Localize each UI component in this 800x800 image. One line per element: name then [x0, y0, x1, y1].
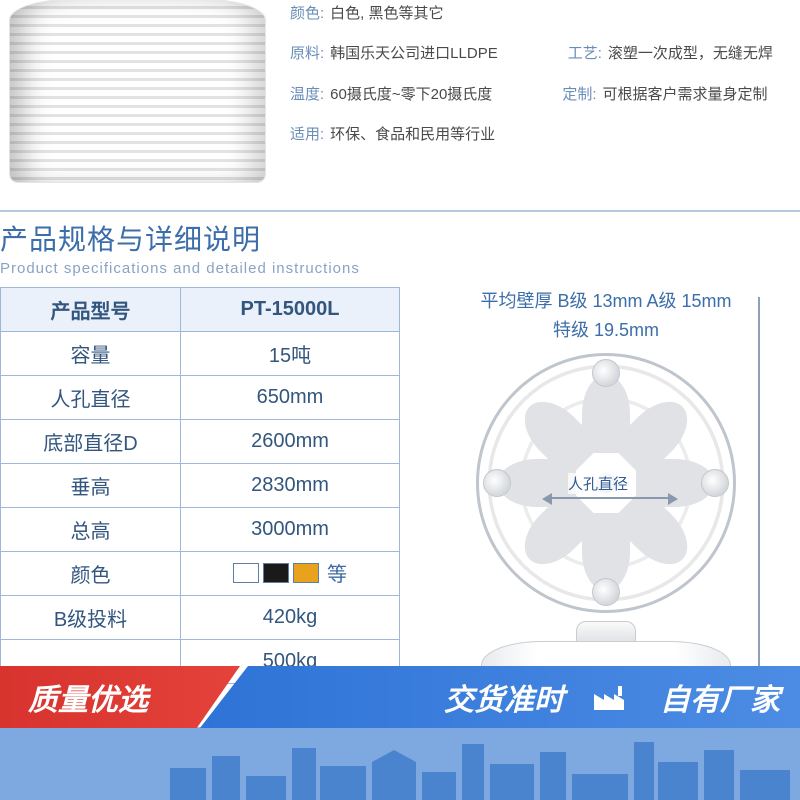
section-title-zh: 产品规格与详细说明 [0, 218, 800, 258]
spec-val: 2830mm [181, 464, 400, 508]
section-header: 产品规格与详细说明 Product specifications and det… [0, 210, 800, 277]
spec-key: 产品型号 [1, 288, 181, 332]
desc-row: 温度: 60摄氏度~零下20摄氏度 定制: 可根据客户需求量身定制 [290, 85, 800, 105]
factory-icon [592, 682, 626, 712]
desc-row: 颜色: 白色, 黑色等其它 [290, 4, 800, 24]
desc-value: 滚塑一次成型，无缝无焊 [608, 44, 773, 64]
manhole-arrow [550, 497, 670, 499]
spec-val: 650mm [181, 376, 400, 420]
spec-val: 420kg [181, 596, 400, 640]
spec-key: 容量 [1, 332, 181, 376]
spec-key: 总高 [1, 508, 181, 552]
desc-label: 工艺: [568, 44, 602, 64]
spec-val: PT-15000L [181, 288, 400, 332]
desc-value: 白色, 黑色等其它 [330, 4, 443, 24]
side-view-lid [576, 621, 636, 643]
main-area: 产品型号PT-15000L容量15吨人孔直径650mm底部直径D2600mm垂高… [0, 287, 800, 727]
desc-row: 适用: 环保、食品和民用等行业 [290, 125, 800, 145]
desc-label: 定制: [562, 85, 596, 105]
desc-item: 温度: 60摄氏度~零下20摄氏度 [290, 85, 492, 105]
manhole-label: 人孔直径 [568, 473, 628, 494]
product-photo [0, 0, 290, 185]
banner-delivery-text: 交货准时 [444, 675, 564, 719]
desc-label: 温度: [290, 85, 324, 105]
tank-illustration [10, 0, 265, 182]
desc-label: 适用: [290, 125, 324, 145]
color-swatch [233, 563, 259, 583]
desc-item: 适用: 环保、食品和民用等行业 [290, 125, 495, 145]
diagram-panel: 平均壁厚 B级 13mm A级 15mm 特级 19.5mm 人孔直径 总高 [412, 287, 800, 727]
banner-delivery-factory: 交货准时 自有厂家 [200, 666, 800, 728]
lug [592, 578, 620, 606]
color-swatches: 等 [233, 558, 347, 587]
spec-table: 产品型号PT-15000L容量15吨人孔直径650mm底部直径D2600mm垂高… [0, 287, 400, 728]
desc-item: 颜色: 白色, 黑色等其它 [290, 4, 444, 24]
section-title-en: Product specifications and detailed inst… [0, 260, 800, 277]
desc-label: 颜色: [290, 4, 324, 24]
desc-label: 原料: [290, 44, 324, 64]
spec-key: 底部直径D [1, 420, 181, 464]
color-swatch [293, 563, 319, 583]
desc-item: 工艺: 滚塑一次成型，无缝无焊 [568, 44, 773, 64]
banner-quality-text: 质量优选 [28, 675, 148, 719]
spec-val: 3000mm [181, 508, 400, 552]
description-list: 颜色: 白色, 黑色等其它原料: 韩国乐天公司进口LLDPE 工艺: 滚塑一次成型，无缝… [290, 0, 800, 200]
top-view-diagram: 人孔直径 [476, 353, 736, 613]
desc-value: 韩国乐天公司进口LLDPE [330, 44, 498, 64]
spec-val: 15吨 [181, 332, 400, 376]
desc-item: 定制: 可根据客户需求量身定制 [562, 85, 767, 105]
spec-key: 颜色 [1, 552, 181, 596]
spec-val: 等 [181, 552, 400, 596]
color-swatch [263, 563, 289, 583]
spec-val: 2600mm [181, 420, 400, 464]
desc-value: 60摄氏度~零下20摄氏度 [330, 85, 492, 105]
lug [701, 469, 729, 497]
spec-key: 垂高 [1, 464, 181, 508]
top-row: 颜色: 白色, 黑色等其它原料: 韩国乐天公司进口LLDPE 工艺: 滚塑一次成型，无缝… [0, 0, 800, 200]
bottom-strip [0, 728, 800, 800]
wall-thickness-line-1: 平均壁厚 B级 13mm A级 15mm [412, 287, 800, 316]
desc-row: 原料: 韩国乐天公司进口LLDPE 工艺: 滚塑一次成型，无缝无焊 [290, 44, 800, 64]
wall-thickness-line-2: 特级 19.5mm [412, 316, 800, 345]
desc-value: 环保、食品和民用等行业 [330, 125, 495, 145]
spec-key: B级投料 [1, 596, 181, 640]
city-silhouette-icon [160, 728, 800, 800]
spec-key: 人孔直径 [1, 376, 181, 420]
desc-value: 可根据客户需求量身定制 [602, 85, 767, 105]
lug [483, 469, 511, 497]
desc-item: 原料: 韩国乐天公司进口LLDPE [290, 44, 498, 64]
color-suffix: 等 [327, 558, 347, 587]
banner-factory-text: 自有厂家 [660, 675, 780, 719]
height-dim-line [758, 297, 760, 725]
